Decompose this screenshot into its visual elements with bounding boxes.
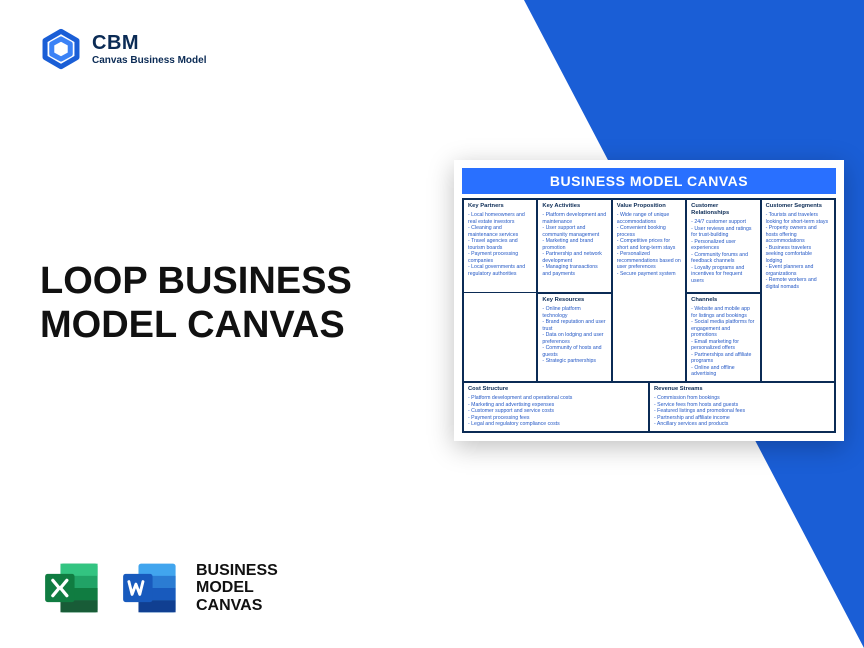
list-item: User support and community management: [542, 225, 606, 238]
brand-logo-block: CBM Canvas Business Model: [40, 28, 206, 70]
list-item: Managing transactions and payments: [542, 264, 606, 277]
list-item: Business travelers seeking comfortable l…: [766, 245, 830, 265]
cell-cost-structure: Cost Structure Platform development and …: [463, 382, 649, 432]
list-item: Platform development and maintenance: [542, 212, 606, 225]
page-headline: LOOP BUSINESS MODEL CANVAS: [40, 260, 460, 347]
cell-key-resources: Key Resources Online platform technology…: [537, 293, 611, 382]
canvas-title: BUSINESS MODEL CANVAS: [462, 168, 836, 194]
list-item: Partnership and network development: [542, 251, 606, 264]
list-item: Remote workers and digital nomads: [766, 277, 830, 290]
brand-logo-icon: [40, 28, 82, 70]
list-item: Wide range of unique accommodations: [617, 212, 681, 225]
list-item: User reviews and ratings for trust-build…: [691, 226, 755, 239]
list-item: Personalized user experiences: [691, 239, 755, 252]
list-item: Convenient booking process: [617, 225, 681, 238]
list-item: Online platform technology: [542, 306, 606, 319]
list-item: Marketing and brand promotion: [542, 238, 606, 251]
cell-customer-segments: Customer Segments Tourists and travelers…: [761, 199, 835, 293]
cell-key-partners: Key Partners Local homeowners and real e…: [463, 199, 537, 293]
list-item: Community of hosts and guests: [542, 345, 606, 358]
footer-label: BUSINESSMODELCANVAS: [196, 562, 278, 615]
cell-key-activities: Key Activities Platform development and …: [537, 199, 611, 293]
list-item: Partnerships and affiliate programs: [691, 352, 755, 365]
cell-key-partners-ext: [463, 293, 537, 382]
list-item: Property owners and hosts offering accom…: [766, 225, 830, 245]
list-item: Email marketing for personalized offers: [691, 339, 755, 352]
list-item: Competitive prices for short and long-te…: [617, 238, 681, 251]
cell-customer-segments-ext: [761, 293, 835, 382]
canvas-preview-card: BUSINESS MODEL CANVAS Key Partners Local…: [454, 160, 844, 441]
excel-icon: [40, 556, 104, 620]
cell-customer-relationships: Customer Relationships 24/7 customer sup…: [686, 199, 760, 293]
cell-value-proposition: Value Proposition Wide range of unique a…: [612, 199, 686, 293]
footer-block: BUSINESSMODELCANVAS: [40, 556, 278, 620]
list-item: Personalized recommendations based on us…: [617, 251, 681, 271]
brand-tagline: Canvas Business Model: [92, 55, 206, 66]
canvas-grid: Key Partners Local homeowners and real e…: [462, 198, 836, 433]
list-item: Legal and regulatory compliance costs: [468, 421, 644, 428]
cell-channels: Channels Website and mobile app for list…: [686, 293, 760, 382]
brand-name: CBM: [92, 32, 206, 55]
list-item: Payment processing companies: [468, 251, 532, 264]
list-item: Travel agencies and tourism boards: [468, 238, 532, 251]
list-item: Social media platforms for engagement an…: [691, 319, 755, 339]
list-item: 24/7 customer support: [691, 219, 755, 226]
list-item: Website and mobile app for listings and …: [691, 306, 755, 319]
word-icon: [118, 556, 182, 620]
list-item: Secure payment system: [617, 271, 681, 278]
list-item: Tourists and travelers looking for short…: [766, 212, 830, 225]
list-item: Data on lodging and user preferences: [542, 332, 606, 345]
list-item: Event planners and organizations: [766, 264, 830, 277]
list-item: Local homeowners and real estate investo…: [468, 212, 532, 225]
list-item: Community forums and feedback channels: [691, 252, 755, 265]
list-item: Local governments and regulatory authori…: [468, 264, 532, 277]
list-item: Ancillary services and products: [654, 421, 830, 428]
cell-value-proposition-ext: [612, 293, 686, 382]
cell-revenue-streams: Revenue Streams Commission from bookings…: [649, 382, 835, 432]
list-item: Strategic partnerships: [542, 358, 606, 365]
list-item: Brand reputation and user trust: [542, 319, 606, 332]
list-item: Cleaning and maintenance services: [468, 225, 532, 238]
list-item: Loyalty programs and incentives for freq…: [691, 265, 755, 285]
list-item: Online and offline advertising: [691, 365, 755, 378]
